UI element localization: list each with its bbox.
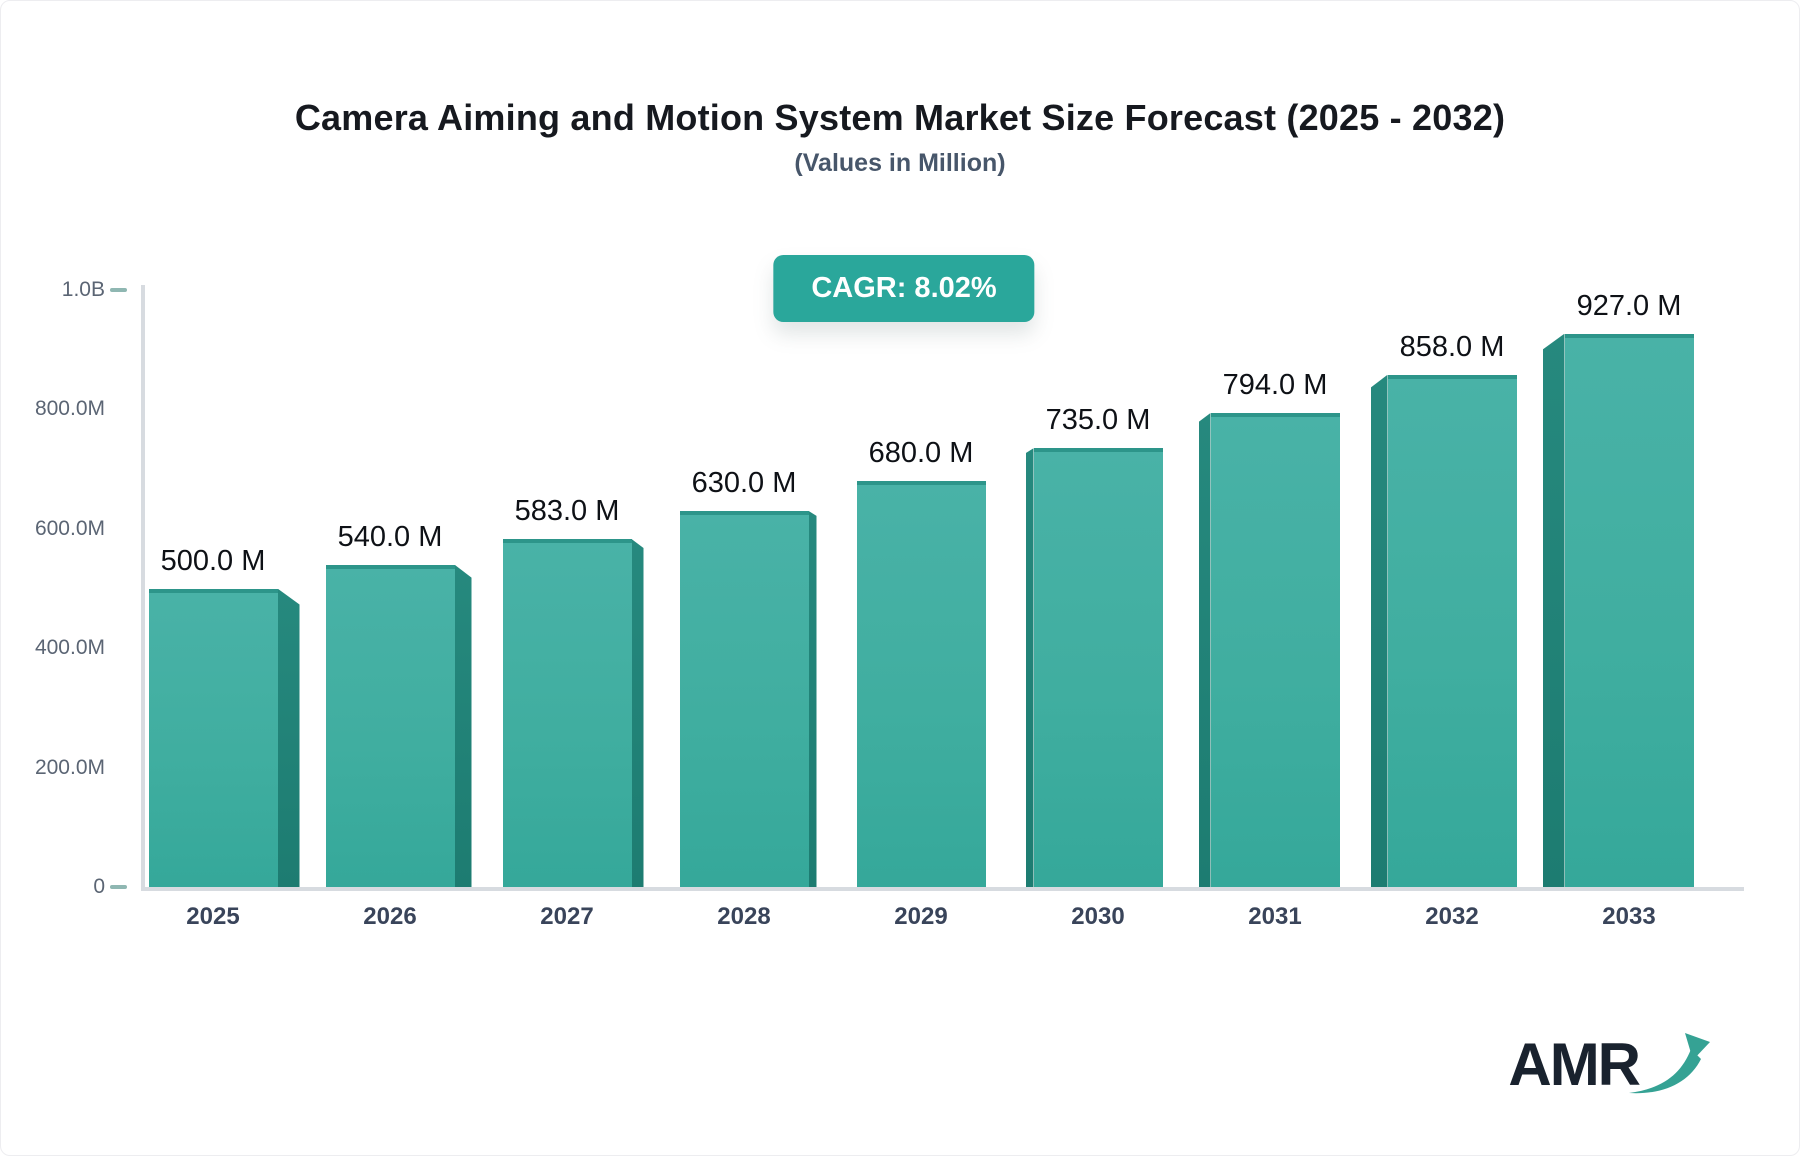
bar-side-face (1025, 448, 1034, 887)
bar-value-label: 583.0 M (514, 494, 620, 527)
bar-side-face (1198, 412, 1211, 887)
amr-logo: AMR (1508, 1033, 1711, 1097)
bar-2026 (325, 564, 455, 887)
bar-side-face (277, 588, 300, 887)
y-axis-label: 200.0M (34, 755, 105, 779)
bar-value-label: 858.0 M (1399, 330, 1505, 363)
x-axis-label: 2030 (1071, 903, 1125, 930)
bar-side-face (1370, 374, 1388, 887)
bar-2032 (1387, 374, 1517, 887)
growth-arrow-icon (1629, 1033, 1710, 1094)
bar-value-label: 794.0 M (1222, 368, 1328, 401)
bar-value-label: 500.0 M (160, 544, 266, 577)
bar-side-face (1542, 333, 1565, 887)
x-axis-label: 2028 (717, 903, 771, 930)
x-axis-baseline (141, 887, 1744, 891)
bar-2025 (148, 588, 278, 887)
x-axis-label: 2033 (1602, 903, 1656, 930)
bar-2030 (1033, 448, 1163, 887)
cagr-badge: CAGR: 8.02% (773, 255, 1035, 322)
bar-2029 (856, 481, 986, 887)
bar-side-face (454, 564, 472, 887)
bar-2028 (679, 510, 809, 887)
x-axis-label: 2031 (1248, 903, 1302, 930)
bar-value-label: 735.0 M (1045, 404, 1151, 437)
chart-subtitle: (Values in Million) (794, 149, 1006, 177)
x-axis-label: 2025 (186, 903, 240, 930)
bar-side-face (631, 538, 644, 887)
bar-value-label: 540.0 M (337, 520, 443, 553)
bar-value-label: 680.0 M (868, 437, 974, 470)
y-axis-label: 400.0M (34, 636, 105, 660)
chart-title: Camera Aiming and Motion System Market S… (294, 97, 1506, 138)
y-axis-tick (110, 885, 127, 889)
y-axis-label: 0 (93, 875, 105, 898)
x-axis-label: 2027 (540, 903, 594, 930)
bar-value-label: 927.0 M (1576, 289, 1682, 322)
bar-2027 (502, 538, 632, 887)
y-axis-label: 800.0M (34, 397, 105, 421)
amr-logo-text: AMR (1508, 1031, 1641, 1098)
y-axis-line (141, 285, 145, 891)
bar-value-label: 630.0 M (691, 466, 797, 499)
y-axis-label: 1.0B (61, 278, 105, 301)
x-axis-label: 2026 (363, 903, 417, 930)
y-axis-label: 600.0M (34, 516, 105, 540)
y-axis-tick (110, 288, 127, 292)
x-axis-label: 2032 (1425, 903, 1479, 930)
bar-side-face (808, 510, 817, 887)
bar-2033 (1564, 333, 1694, 887)
x-axis-label: 2029 (894, 903, 948, 930)
bar-2031 (1210, 412, 1340, 887)
